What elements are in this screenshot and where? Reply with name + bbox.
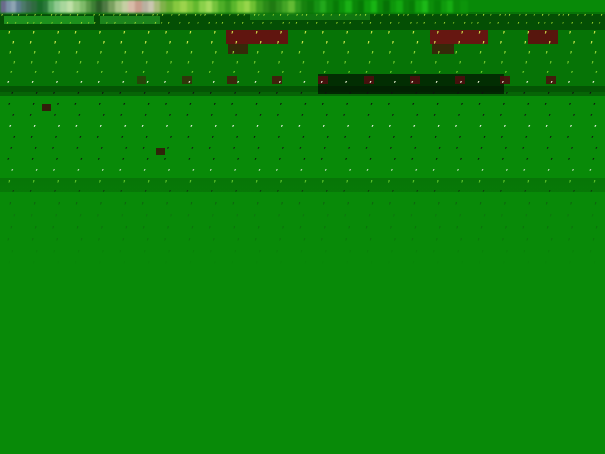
toolbar-pixel-cell-2 <box>11 0 16 13</box>
toolbar-pixel-cell-60 <box>371 0 377 13</box>
blurred-toolbar-strip[interactable] <box>0 0 605 13</box>
toolbar-pixel-cell-43 <box>263 0 269 13</box>
toolbar-pixel-cell-18 <box>102 0 108 13</box>
toolbar-pixel-cell-47 <box>288 0 295 13</box>
toolbar-pixel-cell-16 <box>91 0 96 13</box>
toolbar-pixel-cell-24 <box>142 0 148 13</box>
toolbar-pixel-cell-30 <box>180 0 187 13</box>
toolbar-pixel-cell-26 <box>154 0 160 13</box>
toolbar-pixel-cell-5 <box>26 0 31 13</box>
toolbar-pixel-cell-27 <box>160 0 166 13</box>
toolbar-pixel-cell-69 <box>428 0 434 13</box>
toolbar-pixel-cell-36 <box>218 0 225 13</box>
toolbar-pixel-cell-33 <box>199 0 206 13</box>
toolbar-pixel-cell-19 <box>108 0 115 13</box>
toolbar-pixel-cell-9 <box>48 0 54 13</box>
toolbar-pixel-cell-64 <box>396 0 403 13</box>
toolbar-pixel-cell-70 <box>434 0 441 13</box>
toolbar-pixel-cell-25 <box>148 0 154 13</box>
toolbar-pixel-cell-32 <box>193 0 199 13</box>
toolbar-pixel-cell-21 <box>122 0 128 13</box>
toolbar-pixel-cell-57 <box>352 0 358 13</box>
toolbar-pixel-cell-28 <box>166 0 173 13</box>
toolbar-pixel-cell-37 <box>225 0 231 13</box>
toolbar-pixel-cell-17 <box>96 0 102 13</box>
toolbar-pixel-cell-38 <box>231 0 237 13</box>
toolbar-pixel-cell-66 <box>409 0 415 13</box>
toolbar-pixel-cell-11 <box>60 0 67 13</box>
toolbar-pixel-cell-54 <box>333 0 339 13</box>
toolbar-pixel-cell-62 <box>383 0 390 13</box>
toolbar-pixel-cell-34 <box>206 0 212 13</box>
toolbar-pixel-cell-1 <box>6 0 11 13</box>
toolbar-pixel-cell-50 <box>307 0 314 13</box>
toolbar-pixel-cell-13 <box>73 0 80 13</box>
toolbar-pixel-cell-49 <box>301 0 307 13</box>
toolbar-pixel-cell-51 <box>314 0 320 13</box>
toolbar-pixel-cell-61 <box>377 0 383 13</box>
green-field-background <box>0 12 605 454</box>
toolbar-pixel-cell-40 <box>244 0 250 13</box>
toolbar-pixel-cell-12 <box>67 0 73 13</box>
toolbar-pixel-cell-56 <box>345 0 352 13</box>
toolbar-pixel-cell-67 <box>415 0 422 13</box>
toolbar-pixel-cell-39 <box>237 0 244 13</box>
toolbar-pixel-cell-71 <box>441 0 447 13</box>
toolbar-pixel-cell-23 <box>135 0 142 13</box>
toolbar-pixel-cell-42 <box>256 0 263 13</box>
toolbar-pixel-cell-59 <box>364 0 371 13</box>
toolbar-pixel-cell-41 <box>250 0 256 13</box>
toolbar-pixel-cell-10 <box>54 0 60 13</box>
toolbar-pixel-cell-15 <box>86 0 91 13</box>
toolbar-pixel-cell-74 <box>460 0 468 13</box>
toolbar-pixel-cell-29 <box>173 0 180 13</box>
toolbar-pixel-cell-35 <box>212 0 218 13</box>
toolbar-pixel-cell-73 <box>453 0 460 13</box>
toolbar-pixel-cell-58 <box>358 0 364 13</box>
toolbar-pixel-cell-55 <box>339 0 345 13</box>
toolbar-pixel-cell-4 <box>21 0 26 13</box>
toolbar-pixel-cell-6 <box>31 0 37 13</box>
toolbar-pixel-cell-8 <box>43 0 48 13</box>
toolbar-pixel-cell-7 <box>37 0 43 13</box>
toolbar-pixel-cell-44 <box>269 0 276 13</box>
toolbar-pixel-cell-46 <box>282 0 288 13</box>
toolbar-pixel-cell-0 <box>0 0 6 13</box>
toolbar-pixel-cell-22 <box>128 0 135 13</box>
toolbar-pixel-cell-31 <box>187 0 193 13</box>
toolbar-pixel-cell-3 <box>16 0 21 13</box>
toolbar-pixel-cell-65 <box>403 0 409 13</box>
toolbar-pixel-cell-14 <box>80 0 86 13</box>
toolbar-pixel-cell-53 <box>326 0 333 13</box>
toolbar-pixel-cell-72 <box>447 0 453 13</box>
toolbar-pixel-cell-48 <box>295 0 301 13</box>
toolbar-pixel-cell-52 <box>320 0 326 13</box>
toolbar-pixel-cell-68 <box>422 0 428 13</box>
toolbar-pixel-cell-45 <box>276 0 282 13</box>
toolbar-pixel-cell-63 <box>390 0 396 13</box>
toolbar-pixel-cell-20 <box>115 0 122 13</box>
